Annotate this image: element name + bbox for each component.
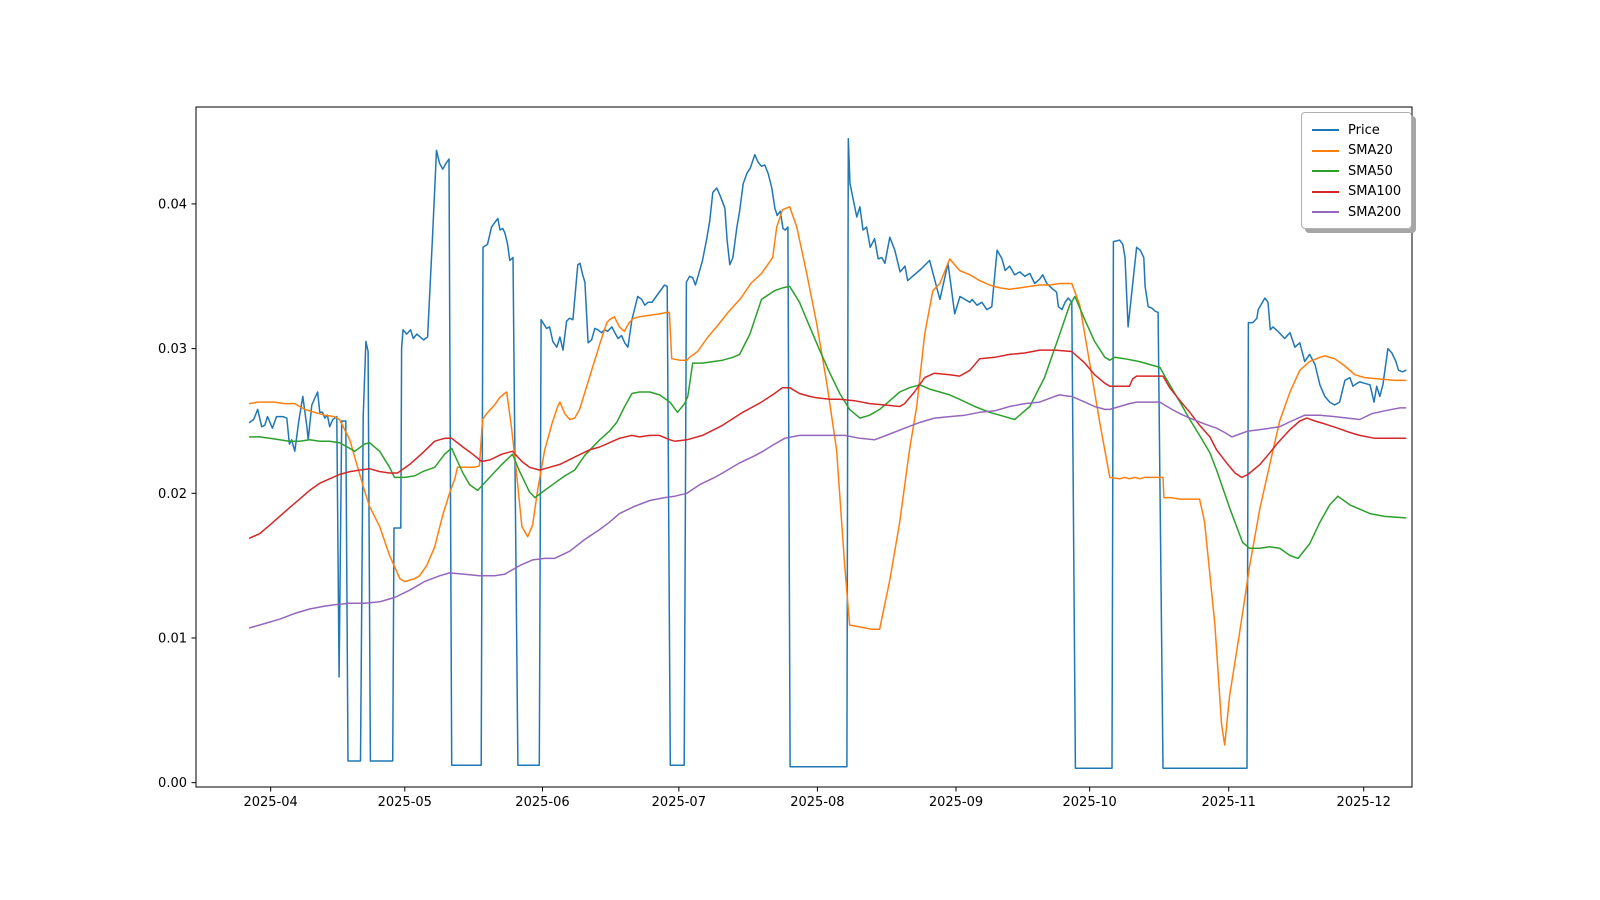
- series-line-sma50: [248, 285, 1407, 560]
- legend-item-sma200: SMA200: [1312, 202, 1401, 223]
- y-tick-label: 0.01: [158, 631, 187, 646]
- plot-frame: [195, 106, 1413, 788]
- legend-line-swatch: [1312, 149, 1339, 152]
- legend-item-price: Price: [1312, 120, 1401, 141]
- x-tick-label: 2025-12: [1337, 795, 1391, 810]
- y-tick-label: 0.04: [158, 197, 187, 212]
- series-line-price: [248, 138, 1407, 769]
- x-tick-label: 2025-10: [1063, 795, 1117, 810]
- legend-label: SMA50: [1348, 163, 1393, 179]
- series-line-sma20: [248, 206, 1407, 746]
- y-tick-label: 0.02: [158, 487, 187, 502]
- legend-item-sma100: SMA100: [1312, 182, 1401, 203]
- series-line-sma100: [248, 349, 1407, 539]
- legend-label: SMA20: [1348, 143, 1393, 159]
- legend-label: SMA200: [1348, 204, 1402, 220]
- legend-label: Price: [1348, 122, 1380, 138]
- legend-line-swatch: [1312, 211, 1339, 214]
- x-tick-label: 2025-05: [378, 795, 432, 810]
- legend-line-swatch: [1312, 129, 1339, 132]
- legend-item-sma20: SMA20: [1312, 141, 1401, 162]
- x-tick-label: 2025-06: [515, 795, 569, 810]
- x-tick-label: 2025-04: [243, 795, 297, 810]
- legend: Price SMA20 SMA50 SMA100 SMA200: [1301, 112, 1413, 229]
- x-tick-label: 2025-08: [790, 795, 844, 810]
- legend-line-swatch: [1312, 170, 1339, 173]
- legend-line-swatch: [1312, 190, 1339, 193]
- x-tick-label: 2025-11: [1202, 795, 1256, 810]
- series-line-sma200: [248, 394, 1407, 629]
- legend-label: SMA100: [1348, 184, 1402, 200]
- x-tick-label: 2025-09: [929, 795, 983, 810]
- x-tick-label: 2025-07: [652, 795, 706, 810]
- y-tick-label: 0.00: [158, 776, 187, 791]
- y-tick-label: 0.03: [158, 342, 187, 357]
- legend-item-sma50: SMA50: [1312, 161, 1401, 182]
